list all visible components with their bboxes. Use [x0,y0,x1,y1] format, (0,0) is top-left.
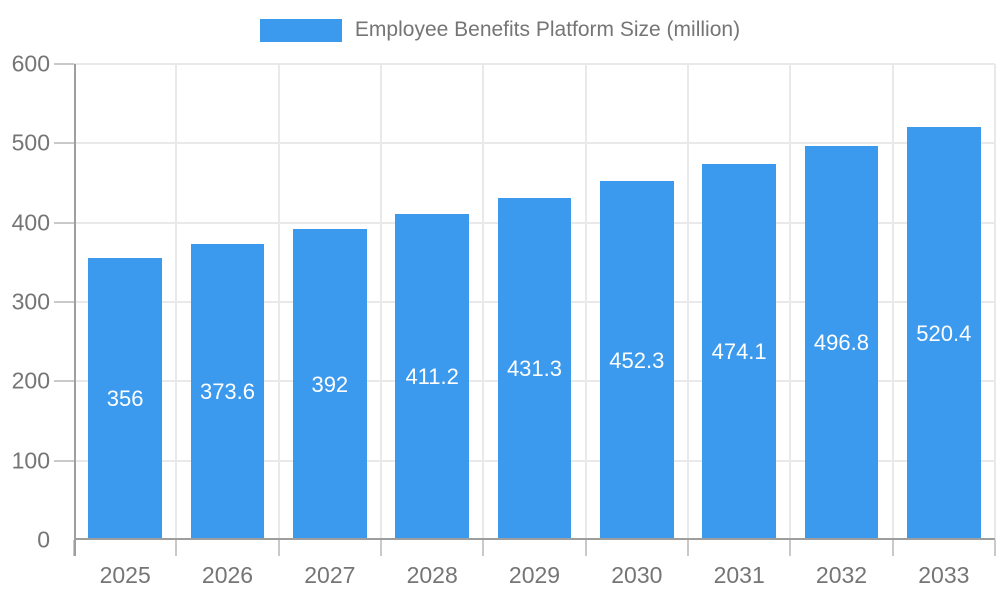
x-axis-tick [277,540,280,556]
x-axis-tick [379,540,382,556]
bar: 356 [88,257,162,540]
bar-band: 373.6 [176,64,278,540]
bar: 452.3 [599,181,674,540]
bar-value-label: 496.8 [813,329,869,355]
legend: Employee Benefits Platform Size (million… [0,18,1000,42]
x-axis-tick [789,540,792,556]
bar: 392 [292,229,367,540]
legend-label: Employee Benefits Platform Size (million… [354,18,741,41]
x-axis-tick [584,540,587,556]
bar-value-label: 431.3 [506,355,562,381]
bar-value-label: 392 [311,371,349,397]
x-axis-tick-label: 2030 [611,562,663,588]
y-axis-tick-label: 600 [11,50,50,77]
bar-value-label: 411.2 [405,363,459,389]
bar-value-label: 520.4 [916,320,972,346]
x-axis-tick [994,540,996,556]
x-axis-tick [891,540,894,556]
y-axis-tick-label: 500 [11,129,50,156]
bar-value-label: 474.1 [711,338,767,364]
bar-band: 411.2 [381,64,483,540]
bar: 411.2 [395,213,469,540]
bar-value-label: 356 [106,385,144,411]
x-axis-tick [482,540,485,556]
gridline-vertical [994,64,996,540]
x-axis-line [74,538,995,540]
y-axis-tick [54,63,74,65]
legend-swatch [259,18,342,42]
y-axis-tick-label: 200 [11,367,50,394]
bars-container: 356 373.6 392 411.2 431.3 452.3 474.1 496.8 520.… [74,64,995,540]
bar-band: 452.3 [586,64,688,540]
x-axis-tick-label: 2027 [304,562,356,588]
x-axis-tick [686,540,689,556]
bar-band: 496.8 [790,64,892,540]
x-axis-tick-label: 2025 [99,562,151,588]
x-axis-tick-label: 2031 [713,562,765,588]
gridline-horizontal [74,142,995,145]
bar-value-label: 373.6 [199,378,256,404]
x-axis-tick-label: 2029 [508,562,561,588]
y-axis-tick [54,301,74,303]
bar: 373.6 [190,243,265,540]
bar: 520.4 [906,127,981,540]
x-axis-tick-label: 2033 [918,562,970,588]
y-axis-line [74,64,76,556]
plot-area: 356 373.6 392 411.2 431.3 452.3 474.1 496.8 520.… [12,51,996,588]
bar-value-label: 452.3 [609,347,665,373]
y-axis-tick-label: 100 [11,447,50,474]
bar-band: 356 [74,64,176,540]
y-axis-tick [54,142,74,145]
bar-band: 431.3 [483,64,585,540]
y-axis-tick-label: 0 [37,526,50,553]
x-axis-tick-label: 2032 [815,562,868,588]
x-axis-tick [175,540,178,556]
gridline-horizontal [74,63,995,65]
y-axis-tick [54,221,74,224]
bar-band: 474.1 [688,64,790,540]
bar: 431.3 [497,197,572,540]
bar: 496.8 [804,145,879,540]
x-axis-tick-label: 2026 [201,562,254,588]
x-axis-tick-label: 2028 [406,562,458,588]
y-axis-tick-label: 400 [11,209,50,236]
y-axis-tick-label: 300 [11,288,50,315]
bar-band: 392 [279,64,381,540]
y-axis-tick [54,459,74,462]
bar-band: 520.4 [893,64,995,540]
bar: 474.1 [702,163,776,540]
y-axis-tick [54,380,74,383]
